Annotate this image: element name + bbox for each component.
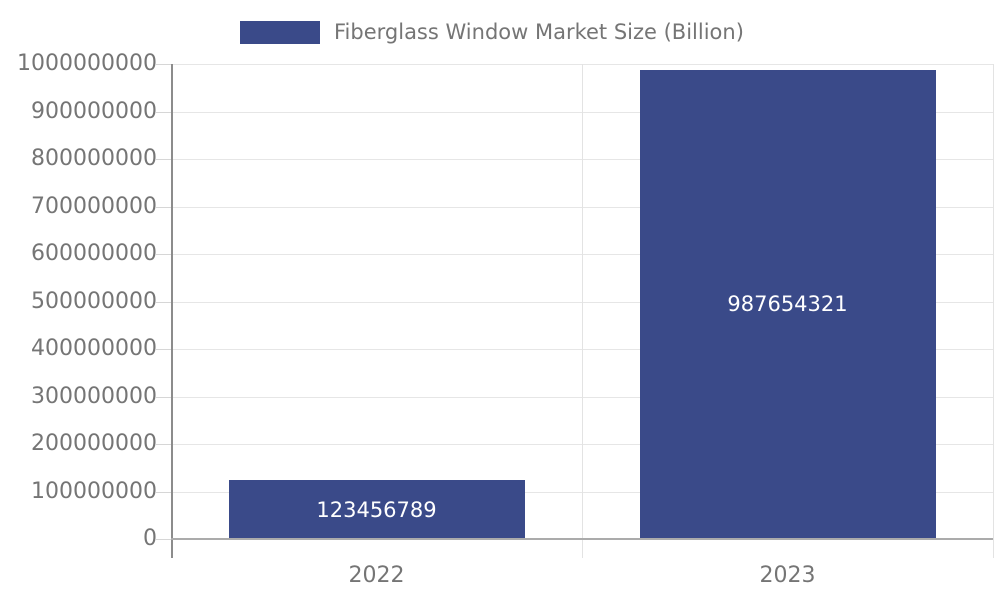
y-tick-mark: [156, 254, 171, 255]
y-tick-mark: [156, 396, 171, 398]
y-tick-label: 400000000: [31, 336, 157, 361]
y-tick-mark: [156, 64, 171, 65]
y-tick-mark: [156, 301, 171, 303]
y-tick-mark: [156, 539, 171, 540]
y-tick-label: 700000000: [31, 193, 157, 219]
y-tick-mark: [156, 491, 171, 493]
legend-label: Fiberglass Window Market Size (Billion): [334, 20, 744, 44]
y-tick-mark: [156, 111, 171, 113]
y-tick-label: 500000000: [31, 288, 157, 314]
y-axis-line: [171, 64, 173, 558]
y-tick-mark: [156, 444, 171, 445]
y-tick-mark: [156, 159, 171, 160]
y-tick-label: 300000000: [31, 383, 157, 409]
legend[interactable]: Fiberglass Window Market Size (Billion): [240, 17, 744, 47]
y-tick-label: 900000000: [31, 98, 157, 124]
y-tick-label: 1000000000: [17, 51, 157, 76]
y-tick-mark: [156, 349, 171, 350]
category-boundary-line: [582, 64, 583, 558]
category-boundary-line: [993, 64, 994, 558]
y-tick-label: 0: [143, 526, 157, 551]
legend-swatch: [240, 20, 320, 44]
y-tick-label: 100000000: [31, 478, 157, 504]
y-tick-label: 600000000: [31, 241, 157, 266]
bar-2022[interactable]: [228, 480, 525, 539]
bar-value-label: 123456789: [316, 497, 437, 522]
y-tick-label: 800000000: [31, 146, 157, 171]
x-tick-label-2023: 2023: [759, 563, 816, 588]
bar-value-label: 987654321: [727, 292, 848, 317]
x-axis-line: [171, 538, 993, 540]
x-tick-label-2022: 2022: [348, 563, 405, 588]
y-tick-label: 200000000: [31, 431, 157, 456]
y-tick-mark: [156, 206, 171, 208]
bar-2023[interactable]: [639, 69, 936, 539]
